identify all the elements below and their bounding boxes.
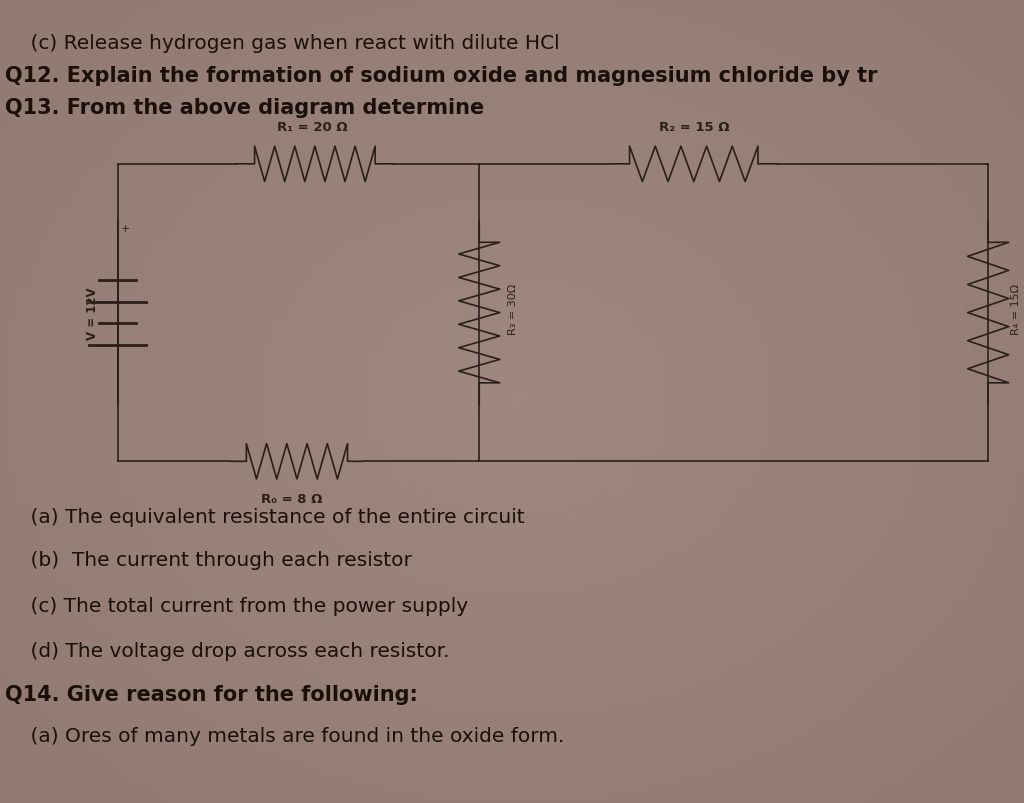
Text: (c) Release hydrogen gas when react with dilute HCl: (c) Release hydrogen gas when react with… xyxy=(5,34,560,53)
Text: R₄ = 15Ω: R₄ = 15Ω xyxy=(1011,283,1021,335)
Text: V = 12V: V = 12V xyxy=(86,287,98,340)
Text: (a) Ores of many metals are found in the oxide form.: (a) Ores of many metals are found in the… xyxy=(5,726,564,745)
Text: +: + xyxy=(121,224,131,234)
Text: (b)  The current through each resistor: (b) The current through each resistor xyxy=(5,550,412,569)
Text: Q12. Explain the formation of sodium oxide and magnesium chloride by tr: Q12. Explain the formation of sodium oxi… xyxy=(5,66,878,86)
Text: (d) The voltage drop across each resistor.: (d) The voltage drop across each resisto… xyxy=(5,641,450,660)
Text: Q13. From the above diagram determine: Q13. From the above diagram determine xyxy=(5,98,484,118)
Text: R₃ = 30Ω: R₃ = 30Ω xyxy=(508,283,518,335)
Text: Q14. Give reason for the following:: Q14. Give reason for the following: xyxy=(5,684,418,704)
Text: R₂ = 15 Ω: R₂ = 15 Ω xyxy=(659,121,729,134)
Text: R₁ = 20 Ω: R₁ = 20 Ω xyxy=(278,121,347,134)
Text: (c) The total current from the power supply: (c) The total current from the power sup… xyxy=(5,596,468,615)
Text: (a) The equivalent resistance of the entire circuit: (a) The equivalent resistance of the ent… xyxy=(5,507,524,527)
Text: R₀ = 8 Ω: R₀ = 8 Ω xyxy=(261,492,323,505)
